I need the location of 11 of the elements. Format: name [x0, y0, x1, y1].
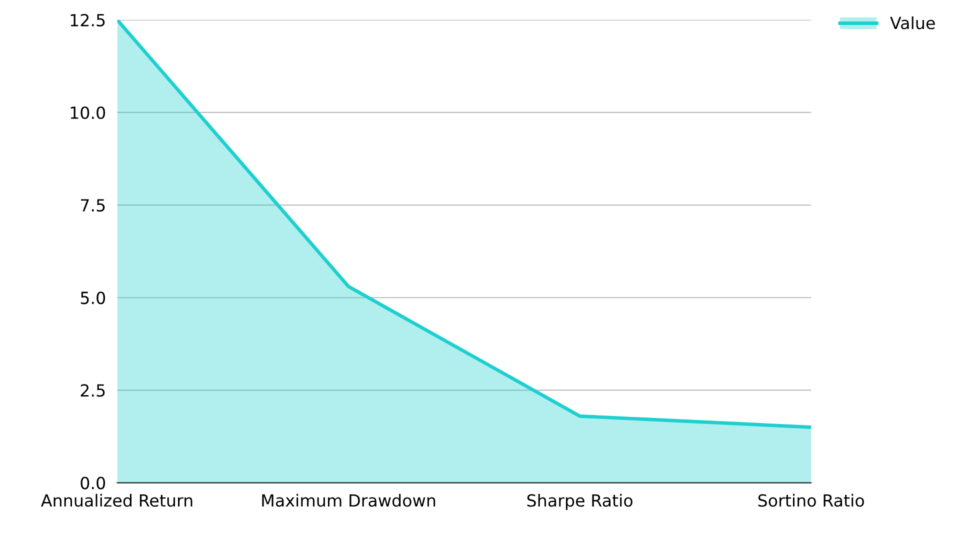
x-tick-label: Annualized Return [41, 494, 192, 507]
y-tick-label: 2.5 [80, 384, 105, 397]
y-tick-label: 7.5 [80, 199, 105, 212]
y-tick-label: 0.0 [80, 476, 106, 490]
y-tick-label: 10.0 [70, 106, 106, 120]
x-tick-label: Maximum Drawdown [262, 494, 436, 507]
x-tick-label: Sortino Ratio [758, 494, 864, 507]
legend-label: Value [890, 16, 935, 30]
x-tick-label: Sharpe Ratio [527, 494, 632, 510]
y-tick-label: 12.5 [70, 14, 105, 26]
y-tick-label: 5.0 [80, 292, 106, 304]
